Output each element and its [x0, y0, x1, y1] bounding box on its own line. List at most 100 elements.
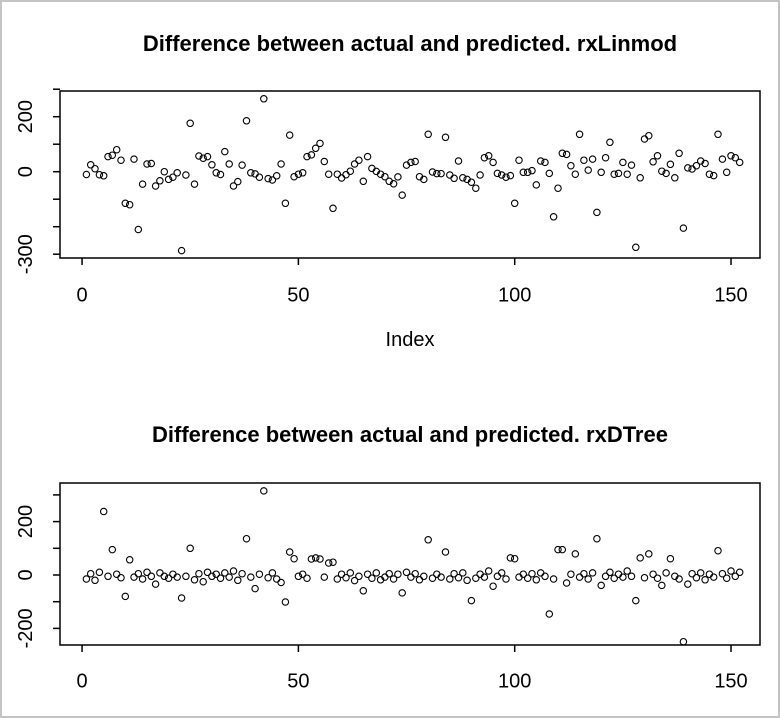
- data-point: [316, 139, 324, 148]
- data-point: [255, 173, 264, 181]
- data-point: [718, 569, 727, 578]
- data-point: [368, 574, 376, 582]
- data-point: [342, 573, 350, 582]
- data-point: [653, 574, 662, 582]
- data-point: [225, 160, 233, 168]
- data-point: [381, 172, 389, 181]
- data-point: [623, 567, 631, 575]
- data-point: [623, 170, 631, 178]
- data-point: [177, 594, 186, 602]
- data-point: [632, 243, 640, 252]
- data-point: [636, 174, 644, 182]
- data-point: [735, 158, 744, 167]
- data-point: [489, 158, 497, 167]
- data-point: [350, 160, 359, 168]
- data-point: [472, 184, 480, 192]
- data-point: [346, 569, 355, 577]
- data-point: [727, 152, 735, 160]
- data-point: [216, 170, 225, 179]
- data-point: [311, 144, 320, 153]
- data-point: [307, 555, 316, 563]
- data-point: [316, 555, 324, 563]
- data-point: [640, 135, 649, 143]
- data-point: [627, 572, 636, 581]
- data-point: [238, 161, 246, 169]
- data-point: [294, 170, 303, 178]
- data-point: [506, 171, 515, 180]
- data-point: [606, 138, 614, 147]
- data-point: [558, 149, 567, 158]
- data-point: [324, 559, 333, 567]
- data-point: [658, 581, 666, 590]
- data-point: [394, 173, 402, 181]
- data-point: [242, 534, 251, 543]
- data-point: [363, 570, 372, 578]
- x-tick-label: 100: [498, 284, 531, 306]
- data-point: [593, 208, 601, 217]
- data-point: [597, 581, 605, 590]
- data-point: [601, 153, 610, 162]
- data-point: [722, 574, 731, 582]
- data-point: [420, 175, 428, 184]
- data-point: [545, 169, 554, 178]
- data-point: [437, 169, 445, 178]
- data-point: [640, 573, 649, 582]
- data-point: [91, 576, 99, 585]
- data-point: [675, 575, 683, 583]
- data-point: [424, 130, 432, 139]
- data-point: [424, 536, 432, 544]
- data-point: [476, 171, 484, 179]
- data-point: [662, 569, 670, 577]
- data-point: [91, 164, 99, 173]
- data-point: [190, 180, 199, 188]
- data-point: [519, 168, 528, 177]
- data-point: [272, 575, 281, 583]
- data-point: [251, 170, 259, 178]
- data-point: [134, 225, 143, 234]
- data-point: [645, 131, 653, 140]
- data-point: [350, 576, 359, 585]
- data-point: [186, 544, 194, 553]
- data-point: [147, 159, 156, 168]
- data-point: [285, 131, 294, 139]
- data-point: [372, 569, 381, 577]
- data-point: [571, 170, 580, 178]
- data-point: [450, 174, 458, 183]
- data-point: [329, 558, 337, 566]
- data-point: [398, 589, 406, 597]
- data-point: [545, 610, 554, 618]
- data-point: [173, 573, 181, 581]
- data-point: [229, 567, 238, 575]
- data-point: [281, 199, 290, 208]
- y-tick-label: 0: [15, 569, 37, 580]
- data-point: [186, 119, 194, 128]
- data-point: [671, 174, 679, 182]
- plot1-title: Difference between actual and predicted.…: [142, 31, 678, 56]
- data-point: [480, 573, 489, 581]
- data-point: [619, 573, 627, 581]
- data-point: [722, 168, 731, 177]
- data-point: [523, 574, 532, 582]
- data-point: [337, 174, 346, 182]
- data-point: [597, 168, 605, 177]
- data-point: [151, 182, 160, 190]
- data-point: [407, 158, 415, 167]
- data-point: [515, 156, 523, 164]
- data-point: [190, 576, 199, 584]
- data-point: [523, 168, 532, 177]
- data-point: [247, 573, 255, 581]
- data-point: [601, 572, 610, 581]
- data-point: [415, 576, 424, 584]
- data-point: [298, 570, 307, 578]
- data-point: [290, 172, 298, 181]
- data-point: [125, 200, 134, 209]
- data-point: [320, 157, 329, 166]
- data-points: [82, 487, 744, 646]
- data-points: [82, 95, 744, 255]
- data-point: [82, 170, 91, 179]
- x-tick-label: 50: [287, 284, 309, 306]
- data-point: [151, 580, 160, 588]
- data-point: [337, 570, 346, 578]
- data-point: [510, 199, 519, 208]
- data-point: [627, 161, 636, 169]
